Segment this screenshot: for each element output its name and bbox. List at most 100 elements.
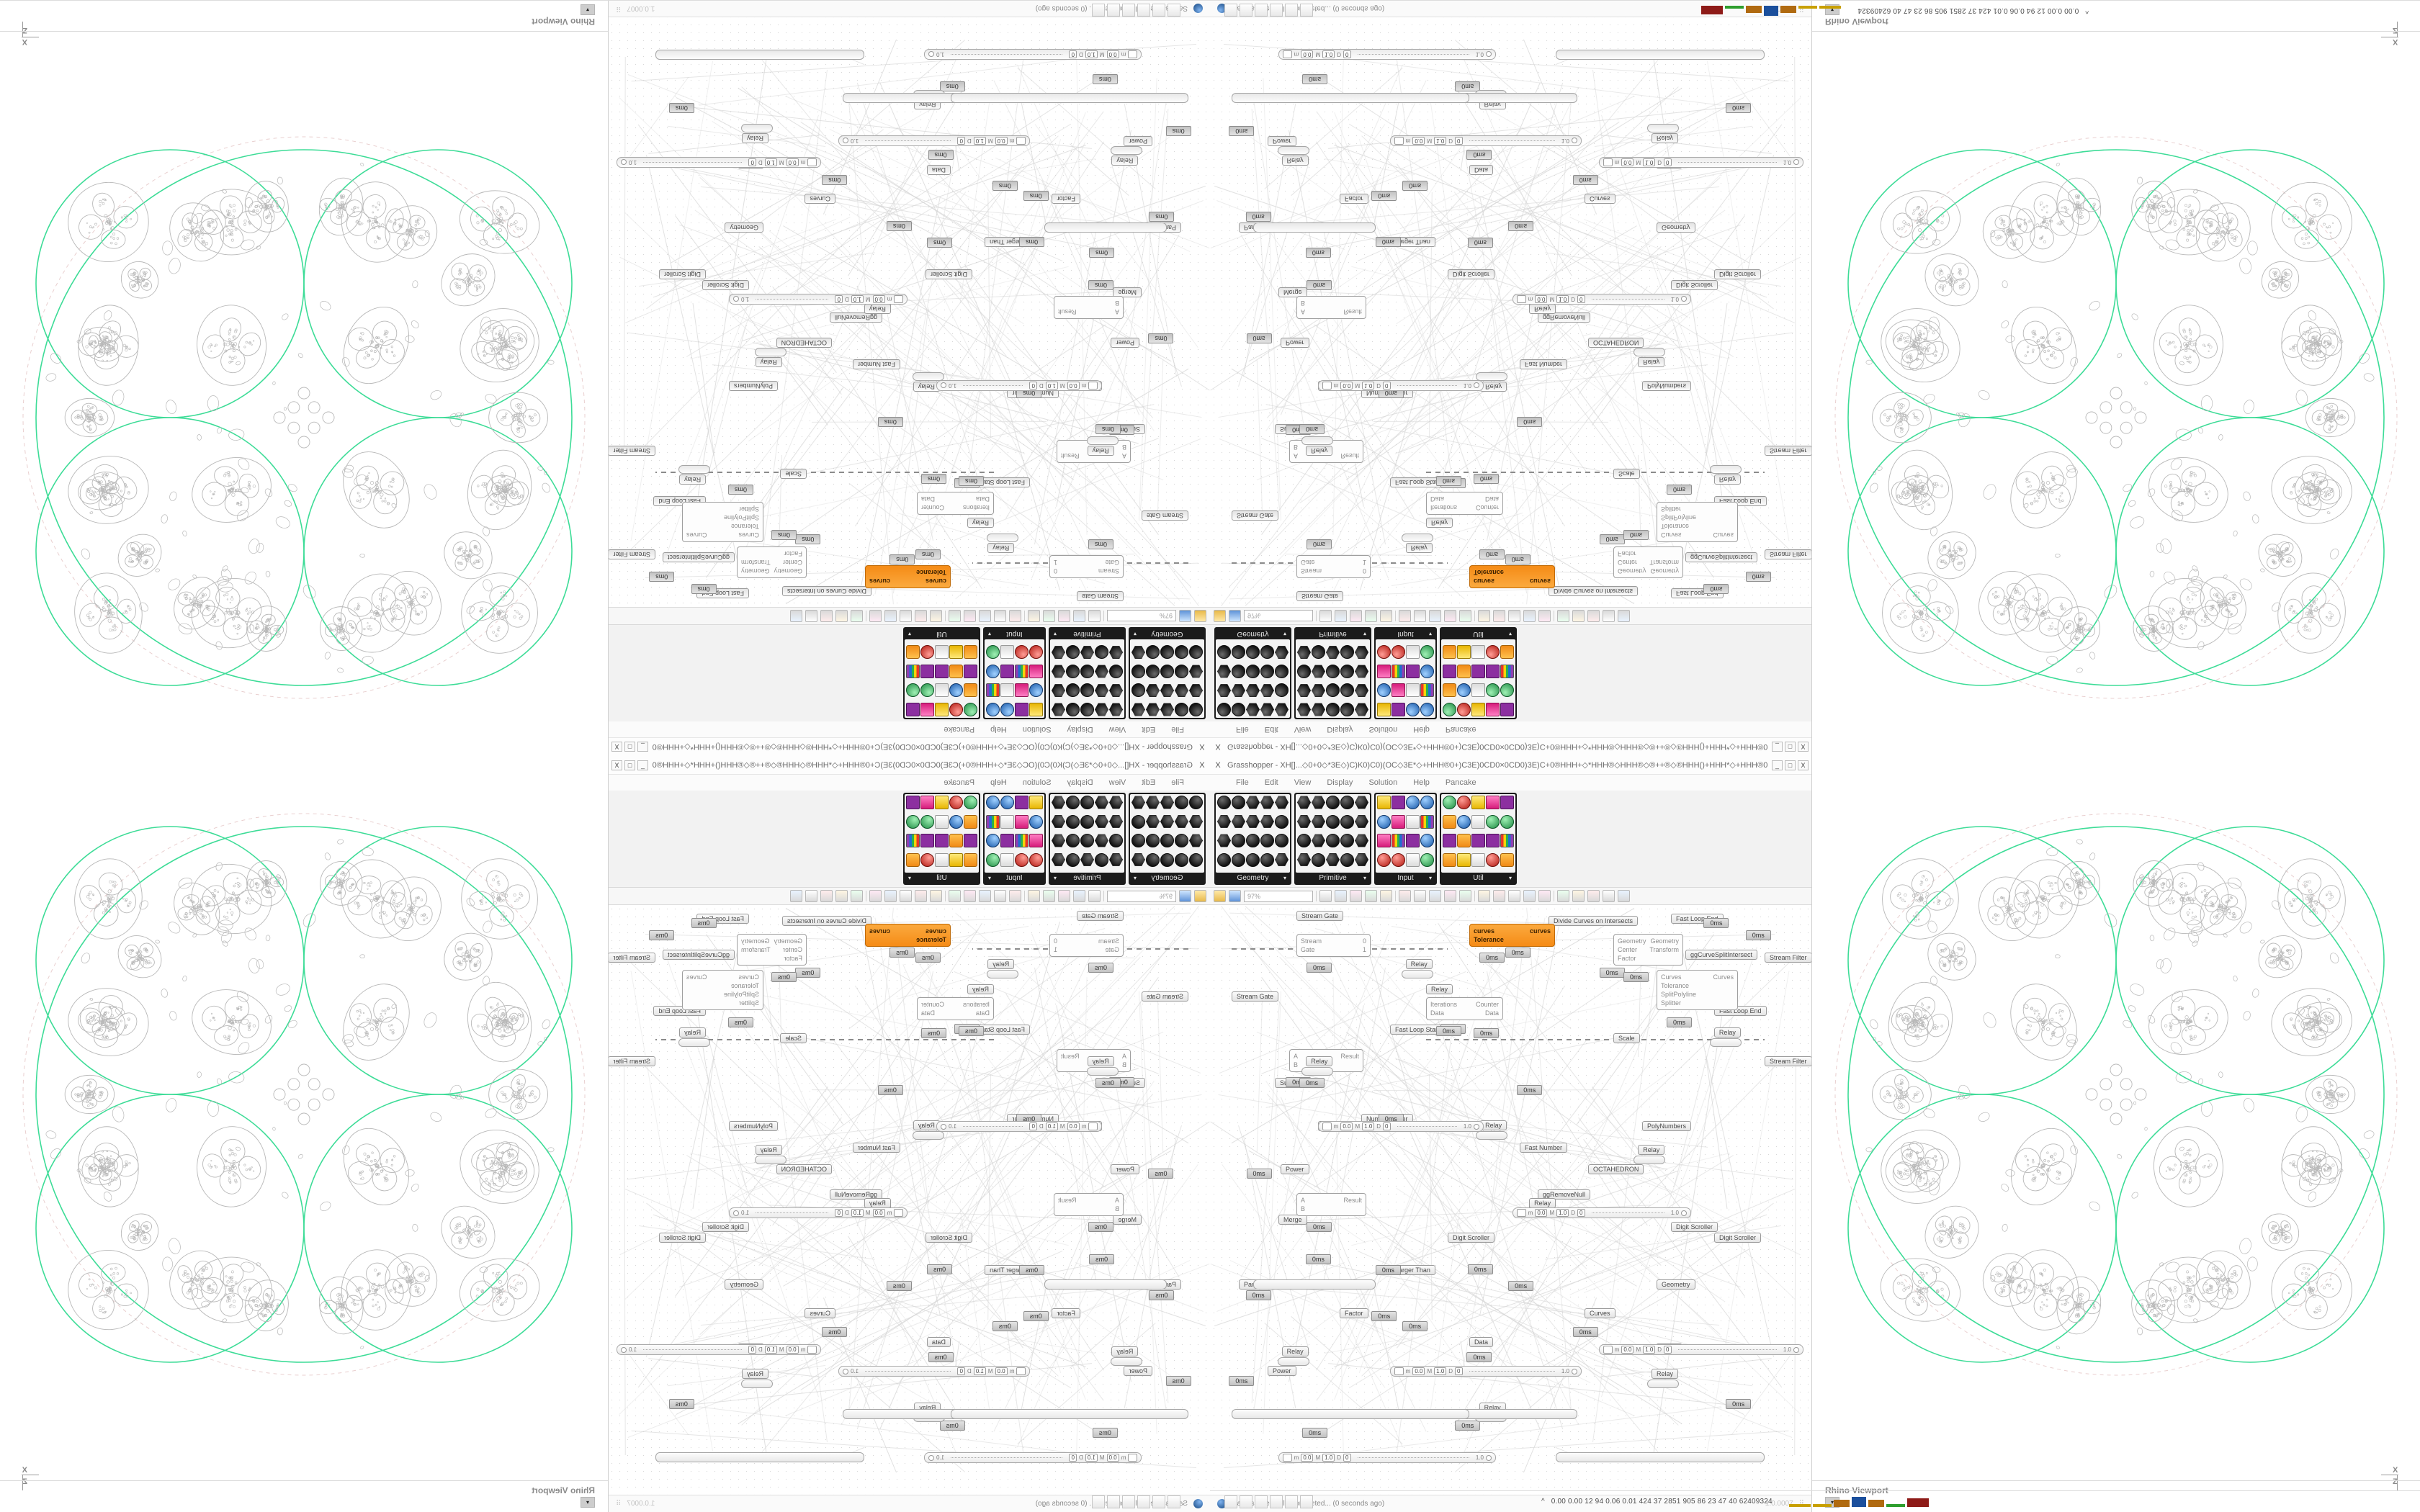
ribbon-component-icon[interactable] xyxy=(1260,703,1274,716)
slider-track[interactable] xyxy=(1677,1349,1777,1350)
relay-bar[interactable] xyxy=(754,348,786,357)
node-caption[interactable]: Divide Curves on Intersects xyxy=(781,916,871,926)
ribbon-component-icon[interactable] xyxy=(986,703,1000,716)
gh-node[interactable]: Geometry Geometry Center Transform Factor xyxy=(737,934,807,966)
ribbon-component-icon[interactable] xyxy=(1275,703,1289,716)
ribbon-component-icon[interactable] xyxy=(949,703,963,716)
ribbon-group-label[interactable]: Primitive ▾ xyxy=(1319,874,1366,882)
relay-node[interactable]: Relay xyxy=(1111,1346,1139,1357)
slider-handle-box[interactable] xyxy=(1016,137,1026,145)
ribbon-component-icon[interactable] xyxy=(920,683,934,698)
droplet-red-icon[interactable] xyxy=(851,890,863,902)
slider-dec[interactable]: 0 xyxy=(1577,1209,1585,1217)
ribbon-component-icon[interactable] xyxy=(1052,815,1065,829)
cube-icon[interactable] xyxy=(1478,610,1490,622)
number-slider[interactable]: m 0.0 M 1.0 D 0 1.0 xyxy=(838,1366,1030,1377)
menu-item-display[interactable]: Display xyxy=(1327,725,1353,734)
preview-eye-icon[interactable] xyxy=(1365,610,1377,622)
canvas-toolbar[interactable]: 97% xyxy=(1210,888,1811,905)
bake-icon[interactable] xyxy=(1028,610,1040,622)
ribbon-component-icon[interactable] xyxy=(1080,665,1094,678)
slider-dec[interactable]: 0 xyxy=(1455,137,1463,145)
ribbon-component-icon[interactable] xyxy=(1160,834,1174,847)
gh-node[interactable]: A Result B xyxy=(1296,1193,1366,1216)
ribbon-component-icon[interactable] xyxy=(1392,645,1405,660)
menu-item-pancake[interactable]: Pancake xyxy=(1445,778,1476,787)
slider-max[interactable]: 1.0 xyxy=(1643,158,1656,166)
relay-bar[interactable] xyxy=(1401,533,1433,542)
ribbon-component-icon[interactable] xyxy=(949,814,963,829)
ribbon-group-input[interactable]: Input ▾ xyxy=(983,627,1046,719)
gh-panel-bar[interactable] xyxy=(1232,93,1469,103)
slider-knob[interactable] xyxy=(928,51,934,58)
cube-icon[interactable] xyxy=(930,890,942,902)
slider-max[interactable]: 1.0 xyxy=(1556,1209,1569,1217)
disk-icon[interactable] xyxy=(1270,4,1283,17)
ribbon-component-icon[interactable] xyxy=(1500,703,1514,716)
window-button-maximize[interactable]: □ xyxy=(624,760,635,770)
menu-item-view[interactable]: View xyxy=(1294,725,1312,734)
node-caption[interactable]: Stream Gate xyxy=(1141,510,1188,521)
gh-node[interactable]: Stream 0 Gate 1 xyxy=(1296,934,1371,957)
ribbon-component-icon[interactable] xyxy=(1232,834,1245,847)
menu-item-help[interactable]: Help xyxy=(990,778,1007,787)
ribbon-component-icon[interactable] xyxy=(1109,853,1123,867)
ribbon-component-icon[interactable] xyxy=(1457,814,1471,829)
number-slider[interactable]: m 0.0 M 1.0 D 0 1.0 xyxy=(1318,1121,1484,1132)
ribbon-component-icon[interactable] xyxy=(1232,665,1245,678)
slider-min[interactable]: 0.0 xyxy=(995,1367,1008,1375)
ribbon-component-icon[interactable] xyxy=(1109,796,1123,809)
ribbon-component-icon[interactable] xyxy=(1355,853,1368,866)
calculator-icon[interactable] xyxy=(1224,1495,1237,1508)
droplet-amber-icon[interactable] xyxy=(805,610,817,622)
ribbon-component-icon[interactable] xyxy=(949,796,963,809)
ribbon-component-icon[interactable] xyxy=(1232,645,1245,660)
ribbon-component-icon[interactable] xyxy=(906,814,920,829)
ribbon-component-icon[interactable] xyxy=(1066,814,1080,829)
slider-handle-box[interactable] xyxy=(1016,1367,1026,1375)
trash-icon[interactable] xyxy=(1009,890,1021,902)
ribbon-component-icon[interactable] xyxy=(1392,852,1405,867)
system-tray-top-left[interactable] xyxy=(1092,4,1180,17)
ribbon-component-icon[interactable] xyxy=(1406,703,1420,716)
ribbon-component-icon[interactable] xyxy=(1340,796,1354,809)
number-slider[interactable]: m 0.0 M 1.0 D 0 1.0 xyxy=(1599,1344,1803,1355)
calculator-icon[interactable] xyxy=(1092,4,1105,17)
ribbon-component-icon[interactable] xyxy=(1340,852,1354,867)
slider-dec[interactable]: 0 xyxy=(1343,1454,1351,1462)
chevron-down-icon[interactable]: ▾ xyxy=(1508,875,1512,881)
slider-min[interactable]: 0.0 xyxy=(1412,137,1425,145)
number-slider[interactable]: m 0.0 M 1.0 D 0 1.0 xyxy=(1599,157,1803,168)
ribbon-component-icon[interactable] xyxy=(1377,852,1391,867)
node-caption[interactable]: Digit Scroller xyxy=(1448,1233,1495,1243)
slider-dec[interactable]: 0 xyxy=(1069,50,1077,58)
sphere-icon[interactable] xyxy=(915,890,927,902)
node-caption[interactable]: Merge xyxy=(1113,1215,1142,1225)
slider-track[interactable] xyxy=(1469,1371,1555,1372)
ribbon-component-icon[interactable] xyxy=(1095,703,1108,716)
ribbon-component-icon[interactable] xyxy=(1297,665,1311,678)
slider-knob[interactable] xyxy=(1474,382,1479,389)
node-caption[interactable]: Factor xyxy=(1052,194,1080,204)
ribbon-component-icon[interactable] xyxy=(1052,684,1065,698)
ribbon-component-icon[interactable] xyxy=(1160,645,1174,660)
taskbar-swatch[interactable] xyxy=(1701,6,1724,14)
droplet-red-icon[interactable] xyxy=(851,610,863,622)
ribbon-component-icon[interactable] xyxy=(1443,683,1456,698)
bake-icon[interactable] xyxy=(1380,890,1392,902)
save-icon[interactable] xyxy=(1229,610,1241,622)
ribbon-group-input[interactable]: Input ▾ xyxy=(1374,627,1437,719)
cluster-icon[interactable] xyxy=(979,610,991,622)
ribbon-component-icon[interactable] xyxy=(1146,645,1160,660)
open-folder-icon[interactable] xyxy=(1319,890,1332,902)
slider-dec[interactable]: 0 xyxy=(1029,1122,1037,1130)
relay-node[interactable]: Relay xyxy=(1087,1056,1114,1066)
ribbon-component-icon[interactable] xyxy=(1457,852,1471,867)
ribbon-component-icon[interactable] xyxy=(1175,684,1188,698)
slider-dec[interactable]: 0 xyxy=(1029,382,1037,390)
slider-knob[interactable] xyxy=(1474,1123,1479,1130)
ribbon-component-icon[interactable] xyxy=(1109,703,1123,716)
ribbon-component-icon[interactable] xyxy=(1109,665,1123,678)
sphere-icon[interactable] xyxy=(1493,890,1505,902)
